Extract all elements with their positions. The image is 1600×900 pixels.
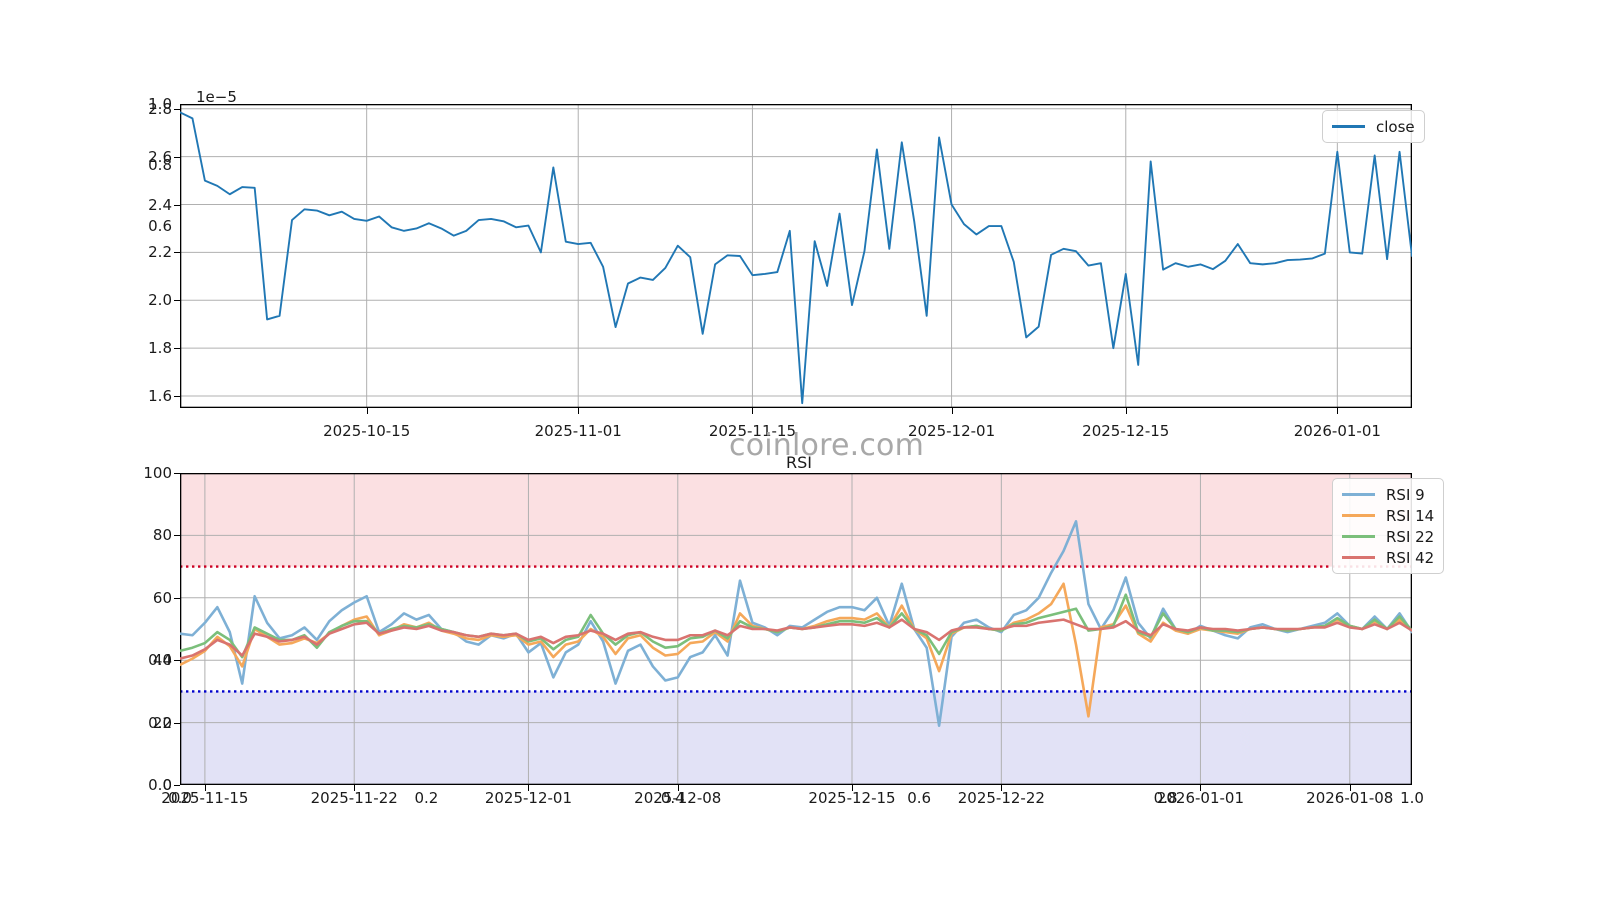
price-x-tickmark <box>578 408 580 414</box>
rsi-x-tick: 2026-01-01 <box>1156 789 1245 807</box>
price-legend[interactable]: close <box>1322 110 1425 143</box>
rsi-y-tickmark <box>174 660 180 662</box>
legend-swatch-icon <box>1342 556 1375 559</box>
rsi-x-overlay-tick: 0.0 <box>168 789 192 807</box>
rsi-y-tickmark <box>174 535 180 537</box>
price-y-overlay-tick: 0.6 <box>148 216 172 235</box>
price-y-overlay-tick: 0.8 <box>148 155 172 174</box>
rsi-y-tick: 40 <box>152 651 172 670</box>
price-x-tickmark <box>1125 408 1127 414</box>
rsi-y-overlay-tick: 0.4 <box>148 651 172 670</box>
rsi-x-tickmark <box>204 785 206 791</box>
rsi-y-tick: 60 <box>152 588 172 607</box>
rsi-y-overlay-tick: 0.0 <box>148 776 172 794</box>
price-x-tickmark <box>951 408 953 414</box>
price-y-tick: 1.6 <box>148 387 172 406</box>
legend-label: close <box>1376 117 1415 136</box>
rsi-x-tick: 2025-11-15 <box>161 789 249 807</box>
price-plot-area <box>180 104 1412 408</box>
rsi-x-tick: 2025-12-08 <box>634 789 722 807</box>
legend-item-rsi-14[interactable]: RSI 14 <box>1342 505 1434 526</box>
rsi-x-tickmark <box>852 785 853 791</box>
rsi-x-tickmark <box>1200 785 1202 791</box>
price-y-offset-text: 1e−5 <box>196 88 237 106</box>
price-y-tickmark <box>174 252 180 254</box>
legend-label: RSI 42 <box>1386 548 1435 567</box>
price-x-tick: 2025-10-15 <box>323 422 411 440</box>
price-x-tickmark <box>752 408 754 414</box>
legend-item-rsi-22[interactable]: RSI 22 <box>1342 526 1434 547</box>
rsi-y-tick: 0 <box>162 776 172 794</box>
rsi-y-tickmark <box>174 473 180 474</box>
watermark: coinlore.com <box>729 428 925 463</box>
legend-item-rsi-9[interactable]: RSI 9 <box>1342 484 1434 505</box>
rsi-x-tickmark <box>1001 785 1003 791</box>
legend-swatch-icon <box>1342 493 1375 496</box>
price-plot-svg <box>180 104 1412 408</box>
price-x-tick: 2025-11-15 <box>708 422 797 440</box>
rsi-x-tick: 2025-11-22 <box>310 789 398 807</box>
rsi-x-tick: 2026-01-08 <box>1306 789 1394 807</box>
rsi-y-tickmark <box>174 597 180 599</box>
price-y-tick: 2.6 <box>148 147 172 166</box>
price-y-tick: 2.2 <box>148 243 172 262</box>
rsi-x-overlay-tick: 0.6 <box>907 789 932 807</box>
legend-label: RSI 9 <box>1386 485 1425 504</box>
rsi-plot-svg <box>180 473 1412 785</box>
rsi-x-tickmark <box>1349 785 1351 791</box>
rsi-y-overlay-tick: 0.2 <box>148 713 172 732</box>
price-y-tick: 1.8 <box>148 339 172 358</box>
price-y-tick: 2.8 <box>148 99 172 118</box>
rsi-legend[interactable]: RSI 9 RSI 14 RSI 22 RSI 42 <box>1332 478 1445 574</box>
rsi-y-tick: 100 <box>143 464 172 482</box>
price-x-tick: 2025-12-15 <box>1082 422 1170 440</box>
rsi-x-tick: 2025-12-15 <box>808 789 896 807</box>
legend-swatch-icon <box>1342 514 1375 517</box>
price-y-tickmark <box>174 348 180 350</box>
price-y-tickmark <box>174 108 180 110</box>
rsi-y-tickmark <box>174 785 180 786</box>
rsi-x-tick: 2025-12-01 <box>484 789 573 807</box>
legend-item-close[interactable]: close <box>1332 116 1415 137</box>
rsi-x-tickmark <box>354 785 356 791</box>
legend-swatch-icon <box>1342 535 1375 538</box>
rsi-x-tickmark <box>528 785 530 791</box>
rsi-x-overlay-tick: 0.8 <box>1153 789 1178 807</box>
rsi-x-overlay-tick: 1.0 <box>1400 789 1424 807</box>
legend-label: RSI 22 <box>1386 527 1435 546</box>
legend-item-rsi-42[interactable]: RSI 42 <box>1342 547 1434 568</box>
price-y-tick: 2.0 <box>148 291 172 310</box>
price-x-tick: 2026-01-01 <box>1293 422 1381 440</box>
rsi-y-tick: 20 <box>152 713 172 732</box>
price-y-tick: 2.4 <box>148 195 172 214</box>
rsi-title: RSI <box>786 453 812 472</box>
legend-label: RSI 14 <box>1386 506 1435 525</box>
price-y-overlay-tick: 1.0 <box>148 95 172 113</box>
price-x-tick: 2025-11-01 <box>534 422 622 440</box>
price-x-tickmark <box>366 408 368 414</box>
rsi-x-tickmark <box>677 785 679 791</box>
rsi-x-overlay-tick: 0.4 <box>660 789 685 807</box>
price-x-tickmark <box>1337 408 1339 414</box>
rsi-y-tick: 80 <box>152 526 172 545</box>
price-y-tickmark <box>174 156 180 158</box>
price-y-tickmark <box>174 396 180 398</box>
price-y-tickmark <box>174 300 180 302</box>
rsi-plot-area <box>180 473 1412 785</box>
rsi-y-tickmark <box>174 722 180 724</box>
price-y-tickmark <box>174 204 180 206</box>
legend-swatch-icon <box>1332 125 1365 128</box>
rsi-x-tick: 2025-12-22 <box>957 789 1045 807</box>
rsi-x-overlay-tick: 0.2 <box>414 789 439 807</box>
price-x-tick: 2025-12-01 <box>907 422 996 440</box>
